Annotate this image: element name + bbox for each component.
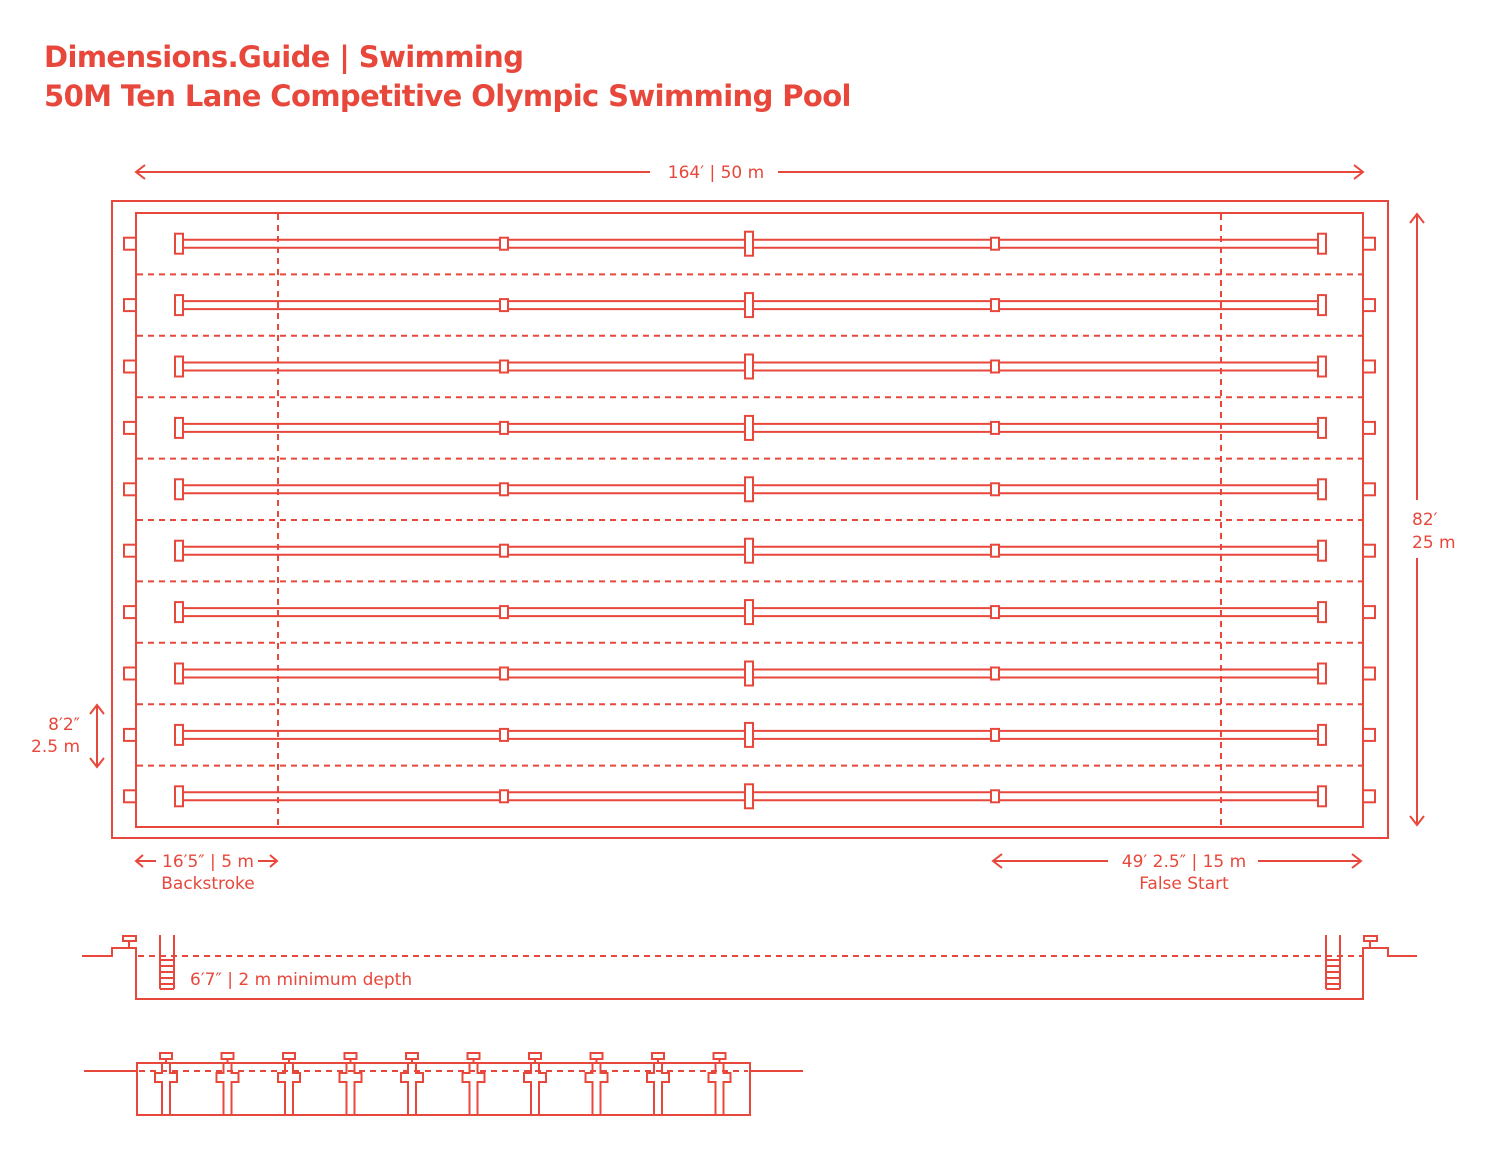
lane-width-label-m: 2.5 m bbox=[31, 737, 80, 757]
lane-rope bbox=[123, 660, 1376, 687]
lane-width-label-ft: 8′2″ bbox=[48, 715, 80, 735]
lane-width-dimension: 8′2″ 2.5 m bbox=[31, 703, 105, 769]
touch-pad-right-icon bbox=[1362, 789, 1376, 804]
touch-pad-right-icon bbox=[1362, 543, 1376, 558]
backstroke-dimension: 16′5″ | 5 m Backstroke bbox=[134, 852, 279, 894]
depth-label: 6′7″ | 2 m minimum depth bbox=[190, 970, 412, 990]
touch-pad-left-icon bbox=[123, 666, 137, 681]
lane-rope bbox=[123, 537, 1376, 564]
false-start-label: False Start bbox=[1139, 874, 1229, 894]
lane-dividers bbox=[137, 273, 1362, 767]
width-label-m: 25 m bbox=[1412, 533, 1456, 553]
starting-block-icon bbox=[277, 1052, 301, 1115]
touch-pad-right-icon bbox=[1362, 666, 1376, 681]
backstroke-label: Backstroke bbox=[161, 874, 255, 894]
page-title: 50M Ten Lane Competitive Olympic Swimmin… bbox=[44, 79, 851, 113]
starting-block-icon bbox=[646, 1052, 670, 1115]
length-label: 164′ | 50 m bbox=[668, 163, 764, 183]
lane-rope bbox=[123, 599, 1376, 626]
lane-rope bbox=[123, 721, 1376, 748]
lane-rope bbox=[123, 292, 1376, 319]
width-dimension: 82′ 25 m bbox=[1409, 212, 1456, 827]
touch-pad-left-icon bbox=[123, 420, 137, 435]
touch-pad-left-icon bbox=[123, 727, 137, 742]
touch-pad-left-icon bbox=[123, 359, 137, 374]
touch-pad-left-icon bbox=[123, 482, 137, 497]
false-start-distance: 49′ 2.5″ | 15 m bbox=[1122, 852, 1246, 872]
lane-rope bbox=[123, 783, 1376, 810]
touch-pad-left-icon bbox=[123, 236, 137, 251]
touch-pad-left-icon bbox=[123, 543, 137, 558]
touch-pad-right-icon bbox=[1362, 236, 1376, 251]
starting-block-icon bbox=[584, 1052, 609, 1115]
lane-rope bbox=[123, 476, 1376, 503]
ladder-right-icon bbox=[1325, 935, 1341, 990]
touch-pad-right-icon bbox=[1362, 727, 1376, 742]
end-starting-blocks bbox=[154, 1052, 732, 1115]
brand-title: Dimensions.Guide | Swimming bbox=[44, 40, 524, 74]
starting-block-icon bbox=[400, 1052, 424, 1115]
starting-block-icon bbox=[338, 1052, 363, 1115]
touch-pad-left-icon bbox=[123, 298, 137, 313]
starting-block-right-icon bbox=[1363, 935, 1378, 948]
starting-block-icon bbox=[523, 1052, 547, 1115]
lane-rope bbox=[123, 414, 1376, 441]
touch-pad-left-icon bbox=[123, 605, 137, 620]
touch-pad-left-icon bbox=[123, 789, 137, 804]
starting-block-icon bbox=[707, 1052, 732, 1115]
touch-pad-right-icon bbox=[1362, 420, 1376, 435]
backstroke-distance: 16′5″ | 5 m bbox=[162, 852, 254, 872]
length-dimension: 164′ | 50 m bbox=[134, 163, 1365, 183]
false-start-dimension: 49′ 2.5″ | 15 m False Start bbox=[991, 852, 1363, 894]
starting-block-icon bbox=[215, 1052, 240, 1115]
touch-pad-right-icon bbox=[1362, 605, 1376, 620]
pool-water-outline bbox=[135, 212, 1364, 828]
lane-rope bbox=[123, 353, 1376, 380]
pool-deck-outline bbox=[111, 200, 1389, 839]
lane-rope bbox=[123, 230, 1376, 257]
touch-pad-right-icon bbox=[1362, 482, 1376, 497]
ladder-left-icon bbox=[159, 935, 175, 990]
lanes bbox=[123, 230, 1376, 810]
touch-pad-right-icon bbox=[1362, 298, 1376, 313]
width-label-ft: 82′ bbox=[1412, 510, 1438, 530]
starting-block-icon bbox=[461, 1052, 486, 1115]
section-view: 6′7″ | 2 m minimum depth bbox=[82, 935, 1417, 1000]
touch-pad-right-icon bbox=[1362, 359, 1376, 374]
starting-block-left-icon bbox=[122, 935, 137, 948]
end-view bbox=[84, 1052, 803, 1116]
starting-block-icon bbox=[154, 1052, 178, 1115]
